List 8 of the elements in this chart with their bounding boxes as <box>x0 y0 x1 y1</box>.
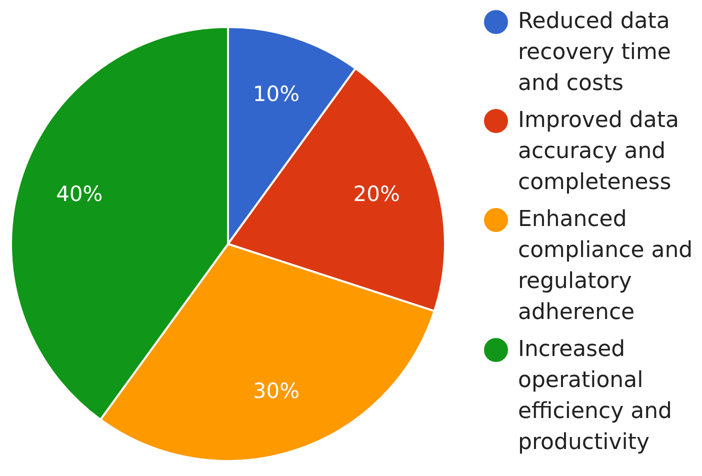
data-label: 30% <box>252 379 300 404</box>
legend-label: Increased operational efficiency and productivity <box>518 336 673 457</box>
legend-label: Reduced data recovery time and costs <box>518 8 672 98</box>
legend-label: Improved data accuracy and completeness <box>518 107 680 197</box>
legend-label: Enhanced compliance and regulatory adherence <box>518 206 694 327</box>
data-label: 40% <box>56 182 103 206</box>
data-label: 10% <box>252 82 300 106</box>
data-label: 20% <box>353 182 400 206</box>
